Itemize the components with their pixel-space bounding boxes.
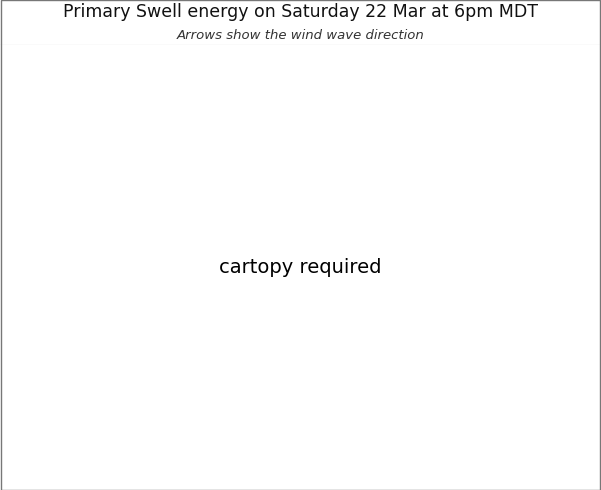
Text: Arrows show the wind wave direction: Arrows show the wind wave direction xyxy=(177,28,424,42)
Text: Primary Swell energy on Saturday 22 Mar at 6pm MDT: Primary Swell energy on Saturday 22 Mar … xyxy=(63,3,538,21)
Text: cartopy required: cartopy required xyxy=(219,258,382,277)
